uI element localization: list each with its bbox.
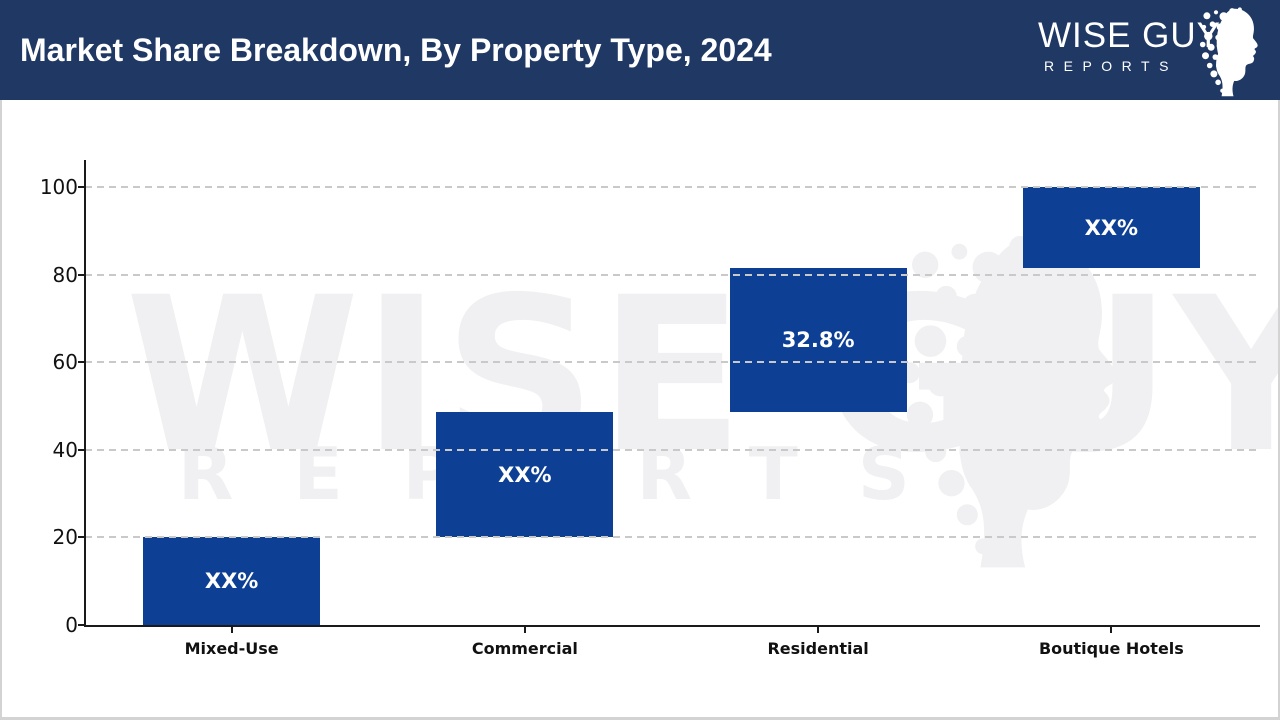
bar-value-label-mixed-use: XX% (204, 569, 259, 594)
y-tick-mark (78, 536, 84, 539)
wise-guy-head-icon (1199, 7, 1258, 97)
bar-value-label-residential: 32.8% (781, 328, 855, 353)
x-tick-mark (1110, 627, 1113, 633)
header-bar: Market Share Breakdown, By Property Type… (0, 0, 1280, 100)
gridline (85, 273, 1258, 276)
y-tick-mark (78, 448, 84, 451)
x-tick-mark (523, 627, 526, 633)
gridline (85, 186, 1258, 188)
gridline (85, 448, 1258, 451)
gridline (85, 361, 1258, 364)
y-tick-label: 20 (52, 525, 78, 550)
y-tick-label: 40 (52, 437, 78, 462)
bar-mixed-use (143, 537, 321, 625)
page-right-border (1278, 100, 1280, 720)
bar-value-label-commercial: XX% (498, 462, 552, 487)
watermark-head-icon (898, 233, 1116, 568)
wiseguy-logo: WISE GUY REPORTS (1030, 0, 1280, 100)
bar-boutique-hotels (1022, 187, 1200, 269)
x-category-label-mixed-use: Mixed-Use (184, 639, 279, 658)
logo-text-wise-guy: WISE GUY (1038, 16, 1222, 55)
y-tick-label: 60 (52, 350, 78, 375)
y-tick-label: 100 (39, 175, 78, 199)
x-category-label-boutique-hotels: Boutique Hotels (1038, 639, 1184, 658)
bar-residential (729, 268, 907, 413)
x-category-label-residential: Residential (767, 639, 869, 658)
x-tick-mark (817, 627, 820, 633)
y-tick-mark (78, 273, 84, 276)
y-tick-mark (78, 186, 84, 188)
y-axis-line (84, 160, 86, 627)
y-tick-label: 80 (52, 262, 78, 287)
page-title: Market Share Breakdown, By Property Type… (20, 32, 772, 68)
gridline (85, 536, 1258, 539)
x-tick-mark (230, 627, 233, 633)
x-category-label-commercial: Commercial (471, 639, 578, 658)
bar-value-label-boutique-hotels: XX% (1084, 215, 1139, 240)
y-tick-mark (78, 361, 84, 364)
logo-text-reports: REPORTS (1044, 58, 1178, 74)
y-tick-mark (78, 624, 84, 626)
x-axis-line (84, 625, 1260, 627)
page-bottom-border (0, 717, 1280, 720)
page-left-border (0, 100, 2, 720)
y-tick-label: 0 (65, 613, 78, 637)
bar-commercial (436, 412, 614, 538)
chart: WISE GUY REPORTS 020406080100XX%Mixed-Us… (0, 100, 1280, 720)
